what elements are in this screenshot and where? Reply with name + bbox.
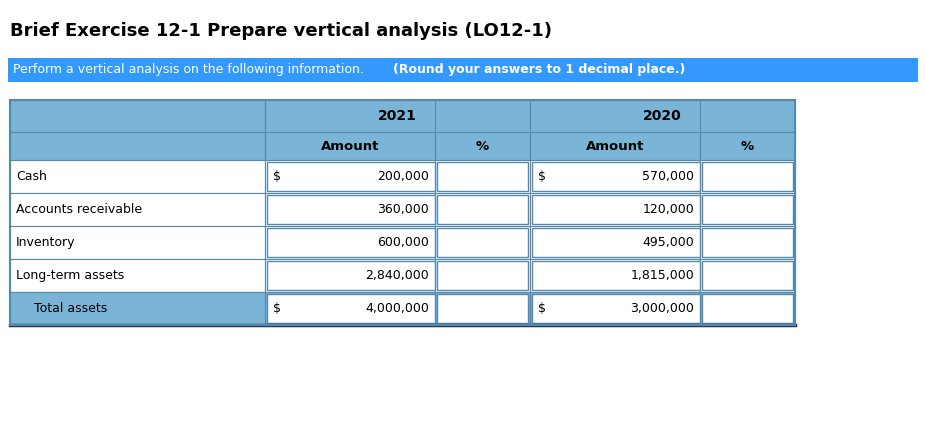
Bar — [530, 193, 700, 226]
Text: 2,840,000: 2,840,000 — [365, 269, 429, 282]
Bar — [267, 228, 435, 257]
Bar — [437, 195, 528, 224]
Bar — [702, 261, 793, 290]
Bar — [532, 195, 700, 224]
Bar — [8, 58, 918, 82]
Text: Perform a vertical analysis on the following information.: Perform a vertical analysis on the follo… — [13, 63, 368, 76]
Text: 600,000: 600,000 — [377, 236, 429, 249]
Bar — [265, 160, 435, 193]
Bar — [530, 292, 700, 325]
Text: 200,000: 200,000 — [377, 170, 429, 183]
Bar — [10, 259, 265, 292]
Bar — [435, 292, 530, 325]
Bar — [10, 160, 265, 193]
Bar — [265, 193, 435, 226]
Bar — [700, 160, 795, 193]
Bar — [702, 294, 793, 323]
Text: Amount: Amount — [321, 140, 379, 152]
Text: Total assets: Total assets — [34, 302, 107, 315]
Bar — [437, 294, 528, 323]
Text: Brief Exercise 12-1 Prepare vertical analysis (LO12-1): Brief Exercise 12-1 Prepare vertical ana… — [10, 22, 552, 40]
Bar — [10, 292, 265, 325]
Text: 495,000: 495,000 — [642, 236, 694, 249]
Text: 3,000,000: 3,000,000 — [630, 302, 694, 315]
Bar — [437, 261, 528, 290]
Bar — [532, 261, 700, 290]
Text: Inventory: Inventory — [16, 236, 76, 249]
Bar — [10, 226, 265, 259]
Text: $: $ — [273, 302, 281, 315]
Text: 1,815,000: 1,815,000 — [630, 269, 694, 282]
Bar — [437, 228, 528, 257]
Bar — [532, 294, 700, 323]
Bar — [702, 228, 793, 257]
Text: 2021: 2021 — [378, 109, 417, 123]
Bar — [435, 132, 530, 160]
Text: Accounts receivable: Accounts receivable — [16, 203, 142, 216]
Bar — [10, 100, 795, 325]
Text: Cash: Cash — [16, 170, 47, 183]
Bar — [532, 228, 700, 257]
Bar — [700, 193, 795, 226]
Bar — [702, 195, 793, 224]
Bar — [265, 259, 435, 292]
Bar — [437, 162, 528, 191]
Bar — [530, 226, 700, 259]
Text: %: % — [741, 140, 754, 152]
Bar — [435, 226, 530, 259]
Text: 4,000,000: 4,000,000 — [365, 302, 429, 315]
Bar — [267, 162, 435, 191]
Bar — [10, 132, 265, 160]
Bar — [530, 259, 700, 292]
Text: Amount: Amount — [586, 140, 644, 152]
Bar — [702, 162, 793, 191]
Text: Long-term assets: Long-term assets — [16, 269, 124, 282]
Text: $: $ — [538, 170, 546, 183]
Bar — [267, 195, 435, 224]
Bar — [700, 132, 795, 160]
Bar — [530, 100, 795, 132]
Text: 570,000: 570,000 — [642, 170, 694, 183]
Bar — [267, 261, 435, 290]
Text: 120,000: 120,000 — [642, 203, 694, 216]
Text: $: $ — [273, 170, 281, 183]
Bar — [265, 132, 435, 160]
Bar — [435, 193, 530, 226]
Bar — [530, 132, 700, 160]
Bar — [265, 226, 435, 259]
Bar — [10, 193, 265, 226]
Bar — [265, 100, 530, 132]
Bar — [435, 259, 530, 292]
Bar — [265, 292, 435, 325]
Text: %: % — [476, 140, 489, 152]
Bar — [532, 162, 700, 191]
Bar — [530, 160, 700, 193]
Text: $: $ — [538, 302, 546, 315]
Text: 2020: 2020 — [643, 109, 682, 123]
Bar — [267, 294, 435, 323]
Text: 360,000: 360,000 — [377, 203, 429, 216]
Bar — [435, 160, 530, 193]
Bar — [10, 100, 265, 132]
Bar — [700, 259, 795, 292]
Text: (Round your answers to 1 decimal place.): (Round your answers to 1 decimal place.) — [393, 63, 685, 76]
Bar — [700, 226, 795, 259]
Bar — [700, 292, 795, 325]
